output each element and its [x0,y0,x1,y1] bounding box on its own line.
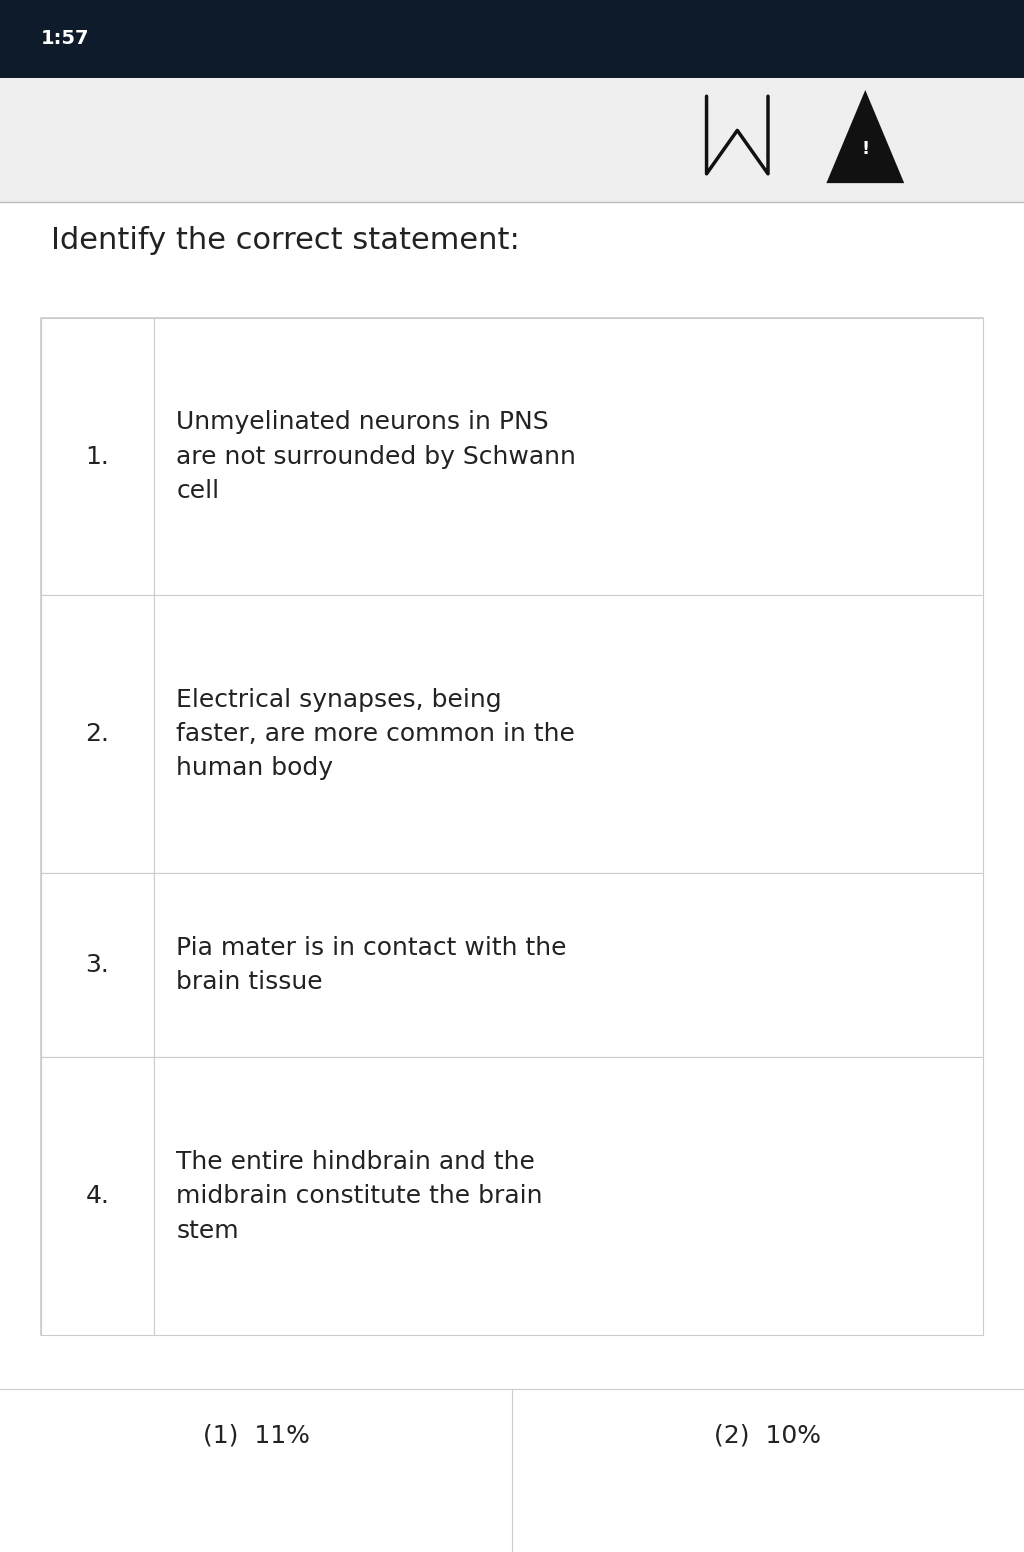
FancyBboxPatch shape [41,872,154,1057]
Text: 4.: 4. [85,1184,110,1207]
Text: !: ! [861,140,869,158]
Text: 1:57: 1:57 [41,29,89,48]
Text: Electrical synapses, being
faster, are more common in the
human body: Electrical synapses, being faster, are m… [176,688,575,781]
FancyBboxPatch shape [0,78,1024,202]
FancyBboxPatch shape [0,0,1024,78]
Text: (2)  10%: (2) 10% [715,1423,821,1448]
Text: (1)  11%: (1) 11% [203,1423,309,1448]
FancyBboxPatch shape [154,596,983,872]
Polygon shape [41,318,983,1335]
Text: 1.: 1. [85,445,110,469]
Text: Pia mater is in contact with the
brain tissue: Pia mater is in contact with the brain t… [176,936,566,995]
FancyBboxPatch shape [41,596,154,872]
Text: Identify the correct statement:: Identify the correct statement: [51,227,520,255]
Text: 2.: 2. [85,722,110,747]
Text: Unmyelinated neurons in PNS
are not surrounded by Schwann
cell: Unmyelinated neurons in PNS are not surr… [176,410,577,503]
FancyBboxPatch shape [41,1057,154,1335]
Text: The entire hindbrain and the
midbrain constitute the brain
stem: The entire hindbrain and the midbrain co… [176,1150,543,1243]
Text: 3.: 3. [85,953,110,978]
FancyBboxPatch shape [154,1057,983,1335]
FancyBboxPatch shape [41,318,154,596]
Polygon shape [826,90,904,183]
FancyBboxPatch shape [154,318,983,596]
FancyBboxPatch shape [154,872,983,1057]
